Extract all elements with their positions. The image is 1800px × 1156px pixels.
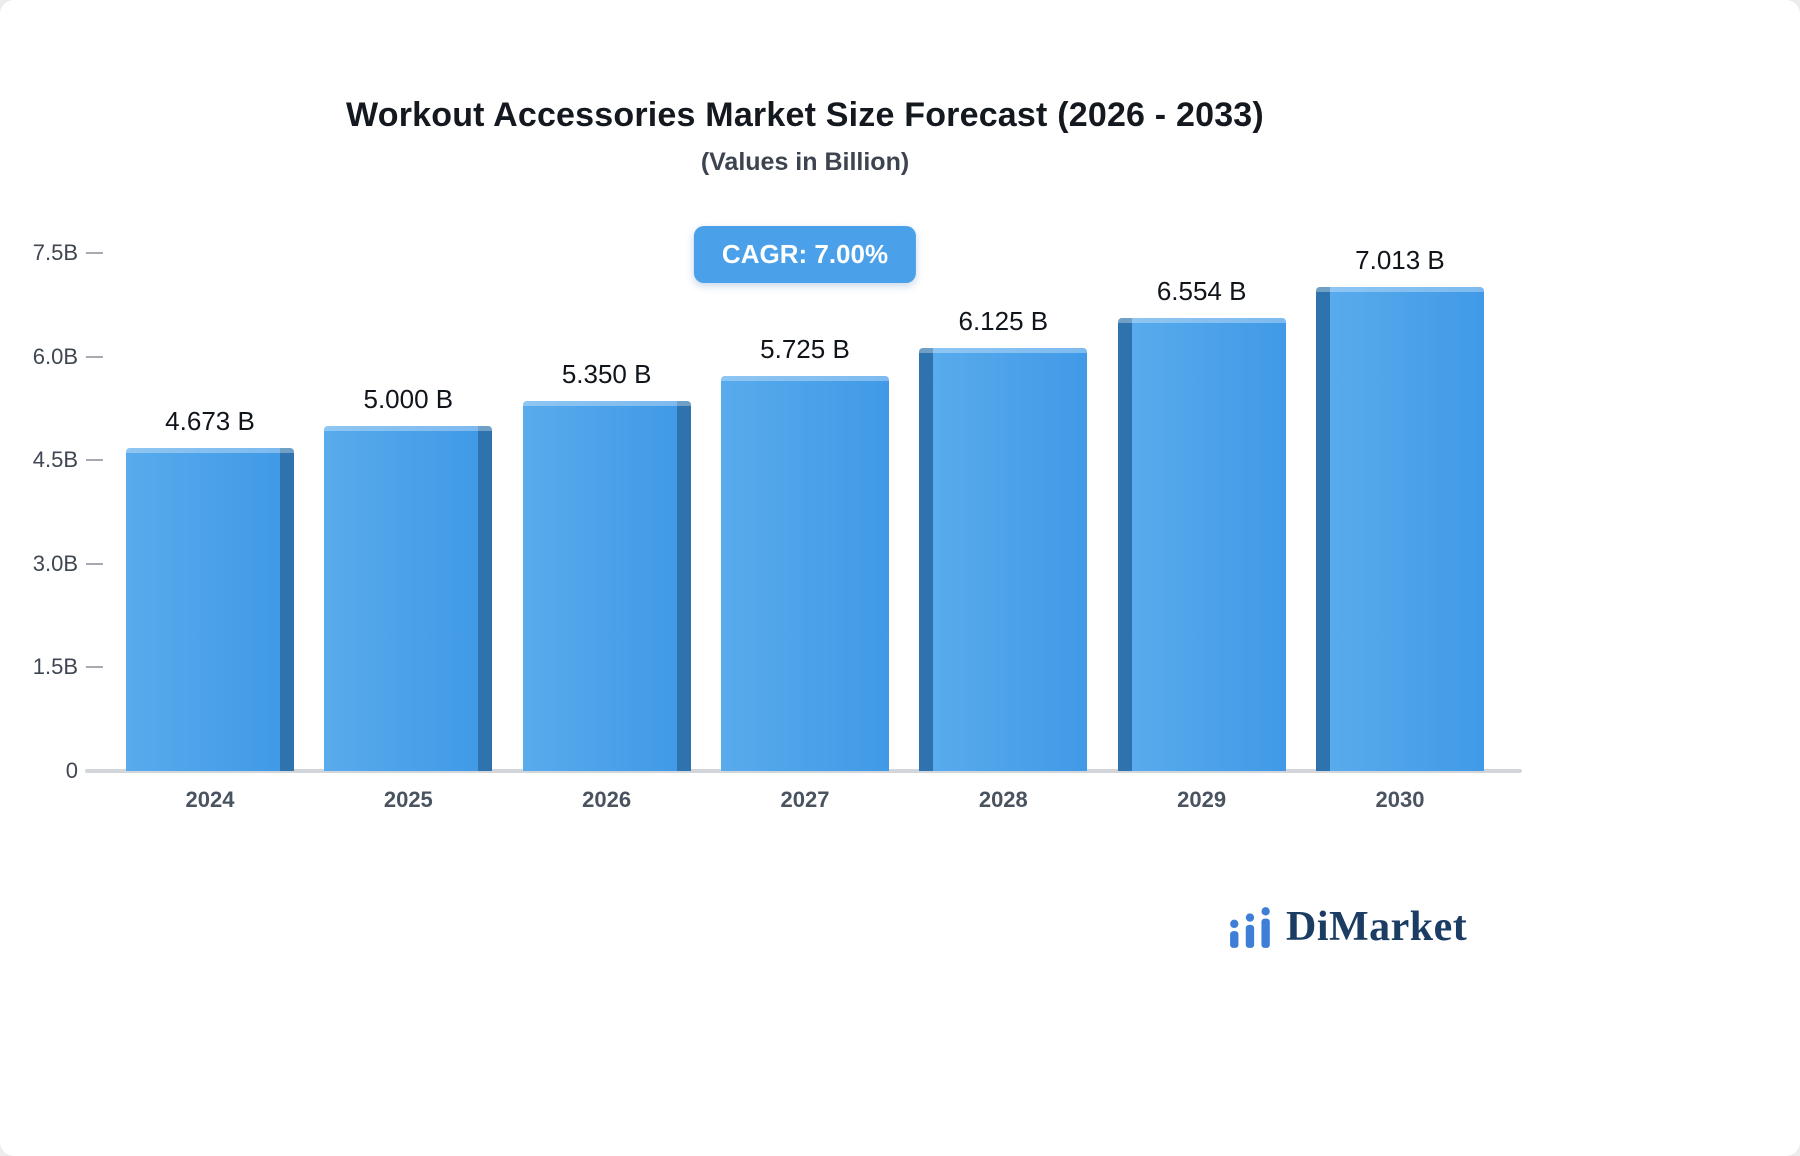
- bar-front-face: [933, 347, 1088, 771]
- x-axis-label-2024: 2024: [185, 787, 235, 812]
- y-axis-tick: [86, 459, 103, 462]
- y-axis-tick-label: 4.5B: [32, 447, 78, 473]
- cagr-badge: CAGR: 7.00%: [693, 226, 917, 283]
- bar-value-label-2028: 6.125 B: [958, 305, 1049, 336]
- x-axis-label-2026: 2026: [582, 787, 632, 812]
- bar-side-face: [1117, 318, 1132, 771]
- y-axis-tick-label: 0: [65, 758, 78, 783]
- y-axis-tick-label: 1.5B: [32, 654, 78, 680]
- brand-logo: DiMarket: [1228, 903, 1467, 951]
- y-axis-tick-label: 3.0B: [32, 550, 78, 576]
- dimarket-logo-icon: [1230, 907, 1270, 948]
- bar-2025: [324, 425, 493, 771]
- y-axis-tick-label: 7.5B: [32, 240, 78, 265]
- y-axis-tick: [86, 355, 103, 358]
- x-axis-label-2027: 2027: [780, 787, 830, 812]
- bar-value-label-2024: 4.673 B: [165, 406, 255, 437]
- bar-value-label-2026: 5.350 B: [561, 359, 652, 390]
- x-axis-label-2029: 2029: [1177, 787, 1227, 812]
- x-axis-label-2030: 2030: [1375, 787, 1425, 812]
- bar-2028: [919, 347, 1088, 771]
- x-axis-label-2028: 2028: [978, 787, 1028, 812]
- bar-side-face: [1315, 286, 1330, 771]
- bar-side-face: [280, 448, 294, 771]
- bar-front-face: [126, 448, 280, 771]
- bar-front-face: [720, 375, 889, 771]
- bar-2024: [126, 448, 294, 771]
- chart-subtitle: (Values in Billion): [700, 148, 910, 176]
- bar-side-face: [478, 425, 493, 771]
- bar-side-face: [676, 401, 691, 771]
- x-axis-label-2025: 2025: [383, 787, 433, 812]
- bar-value-label-2025: 5.000 B: [363, 383, 454, 414]
- bar-front-face: [522, 401, 677, 771]
- bar-2029: [1117, 318, 1286, 771]
- y-axis-tick-label: 6.0B: [32, 343, 78, 369]
- bar-2030: [1315, 286, 1484, 771]
- bar-value-label-2029: 6.554 B: [1156, 276, 1247, 307]
- bar-2027: [720, 375, 889, 771]
- bar-2026: [522, 401, 691, 771]
- bar-value-label-2030: 7.013 B: [1355, 244, 1445, 275]
- x-axis-line: [85, 769, 1522, 773]
- y-axis-tick: [86, 666, 103, 669]
- bar-value-label-2027: 5.725 B: [760, 333, 850, 364]
- chart-title: Workout Accessories Market Size Forecast…: [346, 96, 1264, 134]
- brand-name: DiMarket: [1286, 904, 1468, 950]
- bar-front-face: [1131, 318, 1286, 771]
- y-axis-tick: [86, 252, 103, 254]
- bar-front-face: [324, 425, 479, 771]
- bar-front-face: [1329, 286, 1484, 771]
- y-axis-tick: [86, 562, 103, 565]
- bar-side-face: [919, 347, 934, 771]
